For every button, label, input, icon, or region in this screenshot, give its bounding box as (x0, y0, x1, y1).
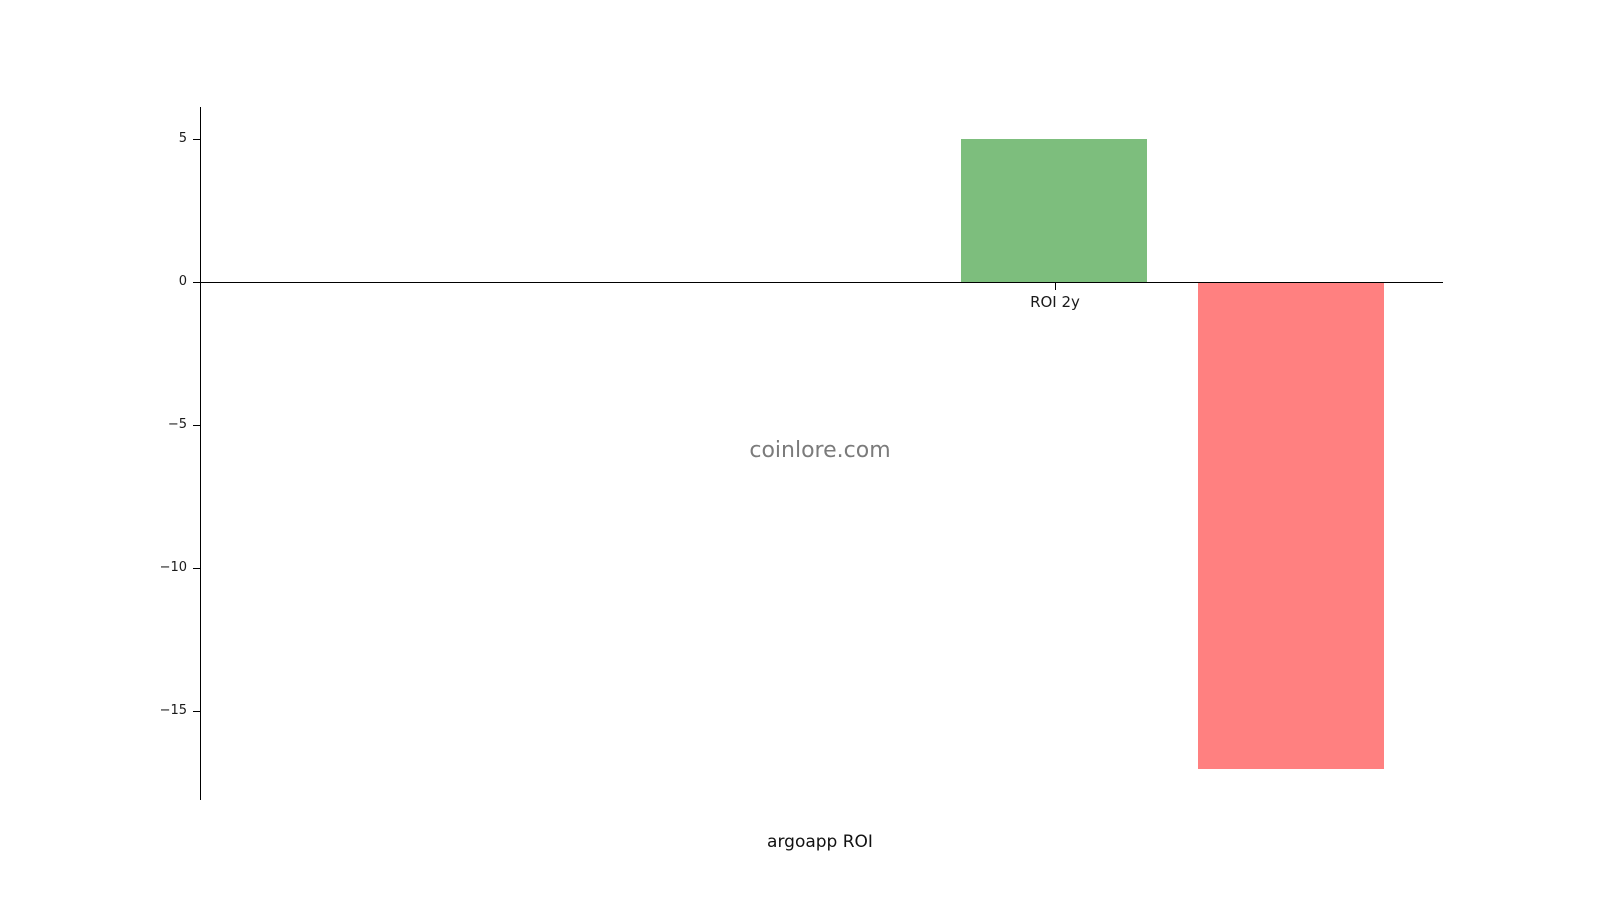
y-axis-spine (199, 107, 201, 800)
y-tick-mark (193, 710, 200, 712)
y-tick-label: −5 (167, 417, 187, 433)
y-tick-label: −10 (159, 560, 187, 576)
positive-roi-bar (961, 139, 1147, 283)
y-tick-label: 0 (178, 274, 187, 290)
y-tick-mark (193, 424, 200, 426)
y-tick-mark (193, 281, 200, 283)
y-tick-label: −15 (159, 703, 187, 719)
chart-title: argoapp ROI (767, 832, 873, 852)
watermark-text: coinlore.com (749, 438, 891, 463)
negative-roi-bar (1197, 283, 1384, 770)
x-tick-label: ROI 2y (1030, 293, 1080, 311)
x-axis-zero-line (199, 281, 1443, 283)
y-tick-label: 5 (178, 131, 187, 147)
x-tick-mark (1054, 283, 1056, 290)
y-tick-mark (193, 138, 200, 140)
y-tick-mark (193, 567, 200, 569)
